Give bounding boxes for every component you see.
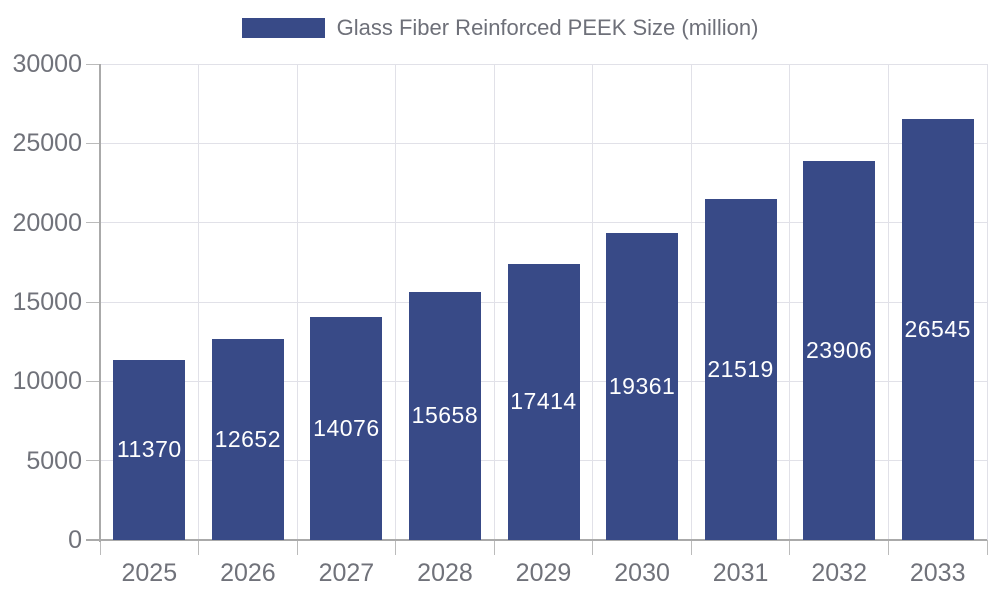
bar-value-label: 14076 <box>313 414 380 441</box>
x-gridline <box>690 64 692 540</box>
bar[interactable]: 21519 <box>704 198 777 540</box>
x-gridline <box>198 64 200 540</box>
bar[interactable]: 19361 <box>606 232 679 540</box>
x-axis-tick <box>395 540 397 555</box>
x-gridline <box>493 64 495 540</box>
x-gridline <box>296 64 298 540</box>
bar[interactable]: 14076 <box>310 316 383 540</box>
y-axis-tick <box>86 63 100 65</box>
x-axis-label: 2026 <box>220 559 276 587</box>
legend-item[interactable]: Glass Fiber Reinforced PEEK Size (millio… <box>0 8 1000 48</box>
y-axis-tick <box>86 460 100 462</box>
x-axis-label: 2028 <box>417 559 473 587</box>
bar-value-label: 19361 <box>608 372 676 399</box>
bar-value-label: 12652 <box>214 426 282 453</box>
x-gridline <box>395 64 397 540</box>
bar-value-label: 17414 <box>510 388 577 415</box>
x-axis-label: 2027 <box>318 559 375 587</box>
bar[interactable]: 15658 <box>408 291 481 540</box>
y-axis-label: 0 <box>68 526 82 554</box>
bar[interactable]: 17414 <box>507 263 580 540</box>
y-axis-label: 15000 <box>12 288 82 316</box>
x-axis-tick <box>986 540 988 555</box>
y-axis-label: 30000 <box>12 50 82 78</box>
bar[interactable]: 26545 <box>901 118 974 540</box>
y-axis-tick <box>86 222 100 224</box>
y-axis-label: 25000 <box>12 129 82 158</box>
x-gridline <box>887 64 889 540</box>
x-axis-tick <box>99 540 101 555</box>
x-axis-tick <box>198 540 200 555</box>
y-axis-tick <box>86 380 100 382</box>
legend-swatch <box>241 18 325 38</box>
y-axis-line <box>99 64 101 542</box>
x-axis-label: 2030 <box>614 559 670 587</box>
x-axis-label: 2029 <box>515 559 572 587</box>
y-gridline <box>100 222 987 224</box>
bar[interactable]: 23906 <box>803 160 876 540</box>
x-axis-label: 2031 <box>712 559 769 587</box>
x-axis-tick <box>690 540 692 555</box>
bar-value-label: 15658 <box>411 402 479 429</box>
x-axis-tick <box>592 540 594 555</box>
bar[interactable]: 12652 <box>211 339 284 540</box>
bar-value-label: 11370 <box>116 436 182 463</box>
bar[interactable]: 11370 <box>113 359 186 540</box>
bar-value-label: 23906 <box>805 336 873 363</box>
x-gridline <box>986 64 988 540</box>
y-axis-tick <box>86 142 100 144</box>
x-axis-label: 2025 <box>121 559 178 587</box>
x-axis-tick <box>789 540 791 555</box>
x-gridline <box>789 64 791 540</box>
bar-value-label: 26545 <box>904 315 971 342</box>
y-axis-label: 20000 <box>12 208 82 237</box>
x-axis-tick <box>887 540 889 555</box>
legend-label: Glass Fiber Reinforced PEEK Size (millio… <box>336 15 759 40</box>
x-gridline <box>592 64 594 540</box>
x-axis-tick <box>493 540 495 555</box>
x-axis-label: 2032 <box>811 559 867 587</box>
y-axis-tick <box>86 301 100 303</box>
x-axis-tick <box>296 540 298 555</box>
x-axis-line <box>86 539 987 541</box>
y-gridline <box>100 142 987 144</box>
x-axis-label: 2033 <box>909 559 966 587</box>
y-axis-label: 5000 <box>26 446 82 475</box>
y-axis-label: 10000 <box>12 367 82 396</box>
bar-value-label: 21519 <box>707 355 774 382</box>
y-gridline <box>100 63 987 65</box>
